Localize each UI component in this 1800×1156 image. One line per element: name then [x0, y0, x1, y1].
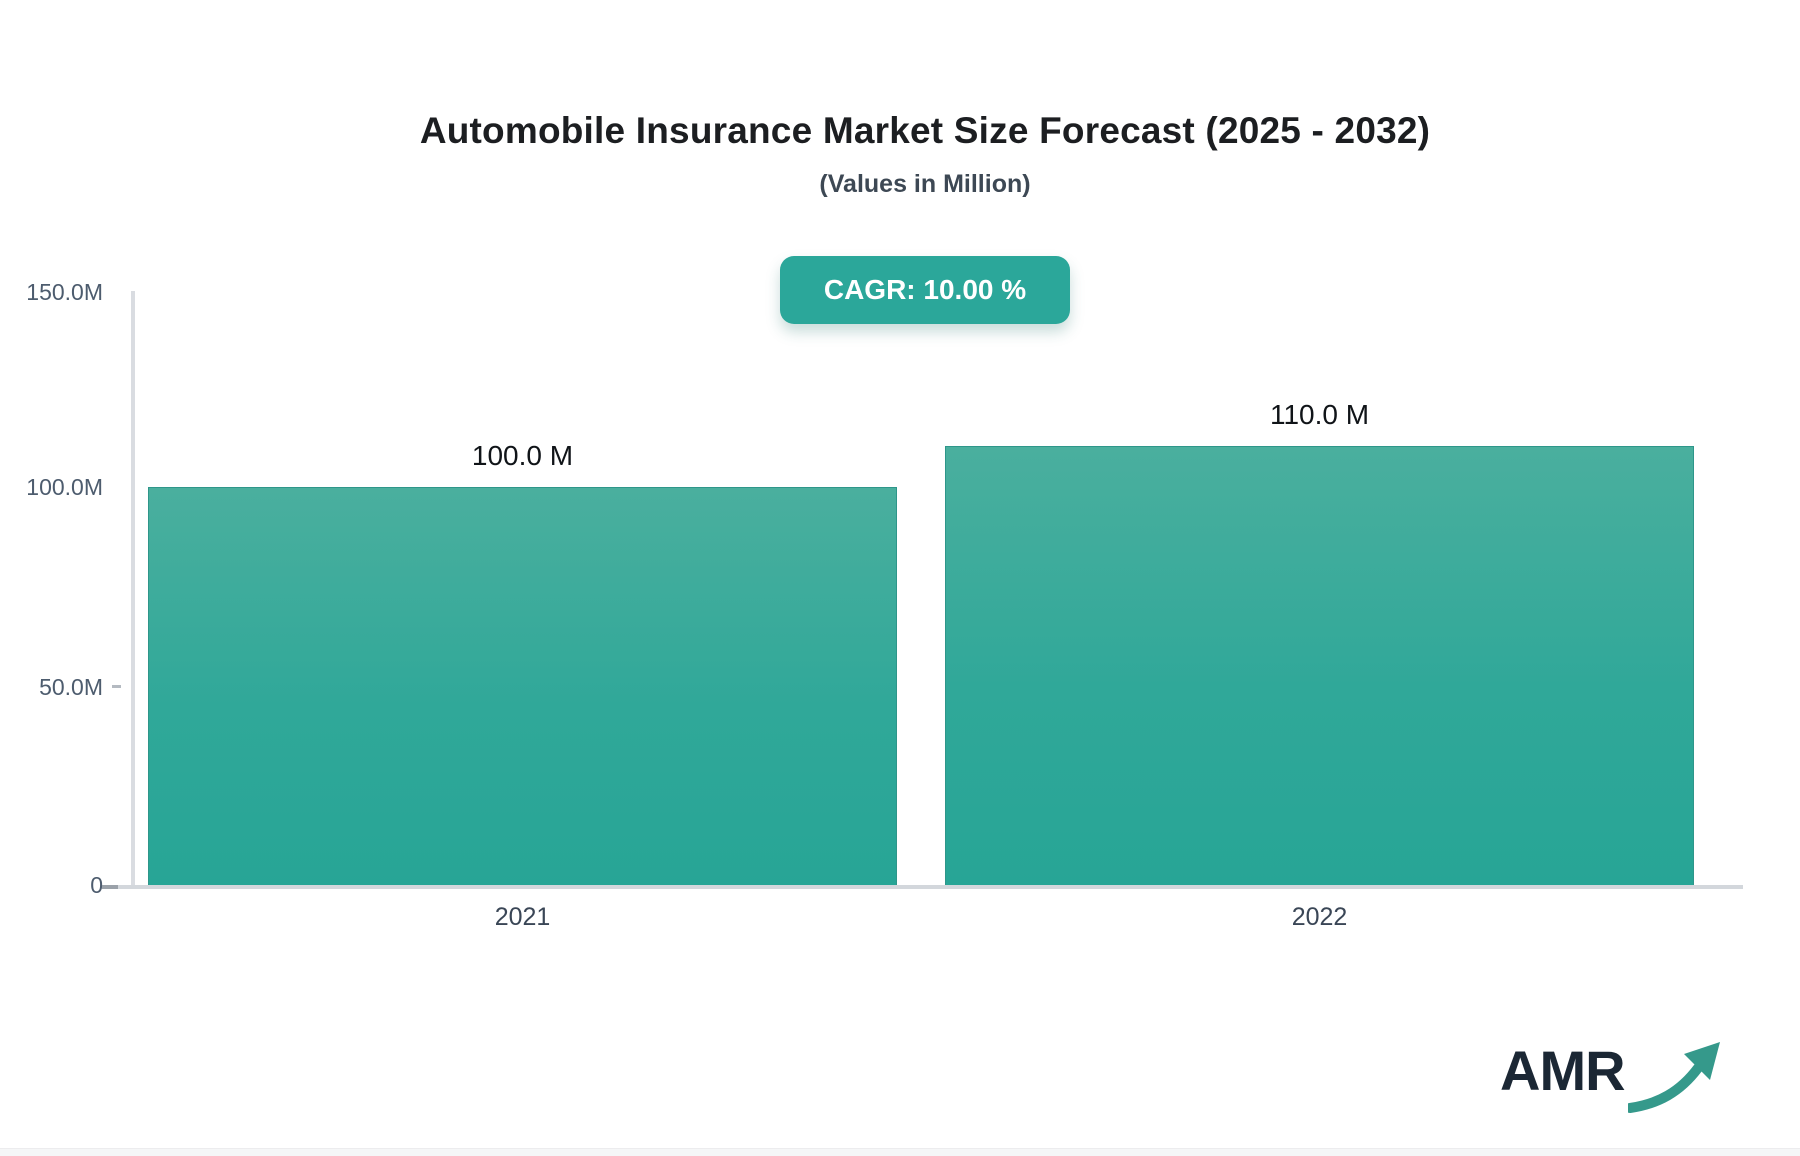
bar-value-label-2021: 100.0 M	[471, 440, 574, 471]
cagr-badge: CAGR: 10.00 %	[780, 256, 1070, 324]
amr-logo: AMR	[1500, 1032, 1720, 1116]
y-tick-mark-50	[112, 685, 121, 688]
x-axis-baseline	[100, 885, 1743, 889]
bar-2021[interactable]	[148, 487, 897, 885]
y-tick-label-0: 0	[90, 872, 103, 898]
y-tick-label-100: 100.0M	[26, 474, 103, 500]
x-axis-label-2022: 2022	[1291, 903, 1348, 931]
cagr-badge-label: CAGR: 10.00 %	[823, 274, 1027, 305]
bar-2022[interactable]	[945, 446, 1694, 885]
y-axis-line	[131, 291, 135, 889]
y-tick-label-50: 50.0M	[39, 674, 103, 700]
bar-value-label-2022: 110.0 M	[1269, 399, 1370, 430]
x-axis-label-2021: 2021	[494, 903, 551, 931]
y-tick-mark-0	[102, 885, 118, 889]
bottom-divider-strip	[0, 1148, 1800, 1156]
y-tick-label-150: 150.0M	[26, 279, 103, 305]
chart-title: Automobile Insurance Market Size Forecas…	[419, 110, 1431, 151]
amr-logo-arrow-icon	[1625, 1032, 1728, 1121]
chart-subtitle: (Values in Million)	[819, 170, 1031, 198]
amr-logo-text: AMR	[1500, 1039, 1626, 1102]
